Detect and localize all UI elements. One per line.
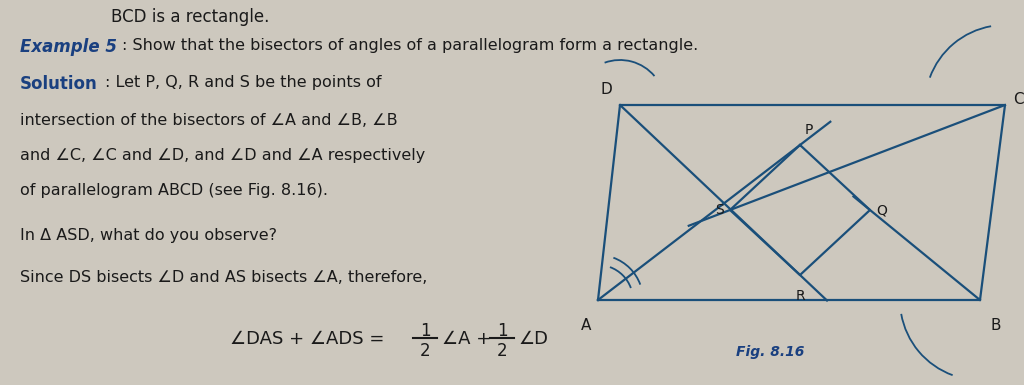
Text: ∠D: ∠D (518, 330, 548, 348)
Text: Fig. 8.16: Fig. 8.16 (736, 345, 804, 359)
Text: Since DS bisects ∠D and AS bisects ∠A, therefore,: Since DS bisects ∠D and AS bisects ∠A, t… (20, 270, 427, 285)
Text: R: R (796, 289, 805, 303)
Text: 1: 1 (420, 322, 430, 340)
Text: D: D (600, 82, 612, 97)
Text: Q: Q (876, 203, 887, 217)
Text: 1: 1 (497, 322, 507, 340)
Text: B: B (990, 318, 1000, 333)
Text: ∠A +: ∠A + (442, 330, 497, 348)
Text: ∠DAS + ∠ADS =: ∠DAS + ∠ADS = (230, 330, 390, 348)
Text: Solution: Solution (20, 75, 97, 93)
Text: S: S (715, 203, 724, 217)
Text: In Δ ASD, what do you observe?: In Δ ASD, what do you observe? (20, 228, 278, 243)
Text: intersection of the bisectors of ∠A and ∠B, ∠B: intersection of the bisectors of ∠A and … (20, 113, 397, 128)
Text: BCD is a rectangle.: BCD is a rectangle. (111, 8, 269, 26)
Text: and ∠C, ∠C and ∠D, and ∠D and ∠A respectively: and ∠C, ∠C and ∠D, and ∠D and ∠A respect… (20, 148, 425, 163)
Text: A: A (581, 318, 591, 333)
Text: : Show that the bisectors of angles of a parallelogram form a rectangle.: : Show that the bisectors of angles of a… (122, 38, 698, 53)
Text: : Let P, Q, R and S be the points of: : Let P, Q, R and S be the points of (105, 75, 382, 90)
Text: 2: 2 (497, 342, 507, 360)
Text: Example 5: Example 5 (20, 38, 117, 56)
Text: C: C (1013, 92, 1024, 107)
Text: 2: 2 (420, 342, 430, 360)
Text: P: P (805, 123, 813, 137)
Text: of parallelogram ABCD (see Fig. 8.16).: of parallelogram ABCD (see Fig. 8.16). (20, 183, 328, 198)
